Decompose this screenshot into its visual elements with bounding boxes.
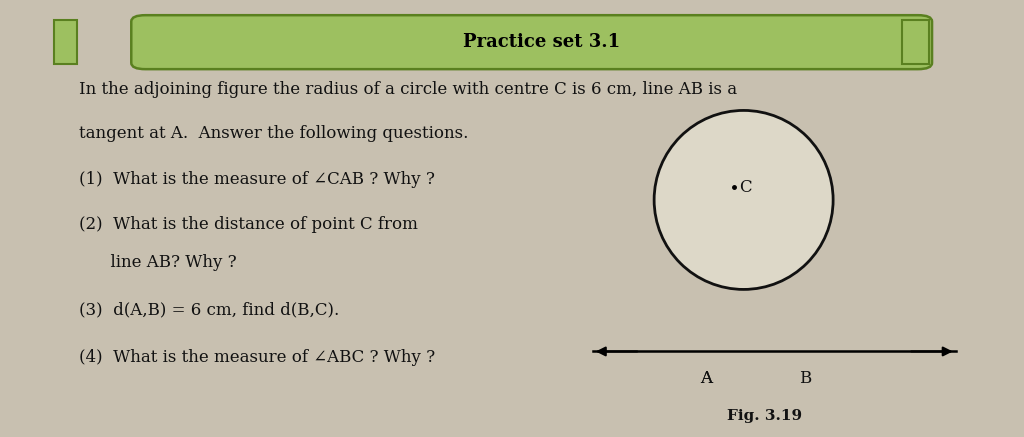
FancyBboxPatch shape [131,15,932,69]
Text: tangent at A.  Answer the following questions.: tangent at A. Answer the following quest… [80,125,469,142]
Text: (1)  What is the measure of ∠CAB ? Why ?: (1) What is the measure of ∠CAB ? Why ? [80,171,435,187]
Text: line AB? Why ?: line AB? Why ? [80,254,238,271]
Text: B: B [799,370,811,387]
Text: (4)  What is the measure of ∠ABC ? Why ?: (4) What is the measure of ∠ABC ? Why ? [80,349,435,366]
FancyBboxPatch shape [902,20,929,64]
Text: (2)  What is the distance of point C from: (2) What is the distance of point C from [80,216,419,233]
Text: A: A [700,370,712,387]
Text: In the adjoining figure the radius of a circle with centre C is 6 cm, line AB is: In the adjoining figure the radius of a … [80,81,737,98]
Text: Practice set 3.1: Practice set 3.1 [463,33,620,51]
Text: A: A [700,370,712,387]
Text: (3)  d(A,B) = 6 cm, find d(B,C).: (3) d(A,B) = 6 cm, find d(B,C). [80,302,340,319]
Text: Fig. 3.19: Fig. 3.19 [727,409,803,423]
FancyBboxPatch shape [54,20,77,64]
Ellipse shape [654,111,834,289]
Text: C: C [739,179,752,196]
